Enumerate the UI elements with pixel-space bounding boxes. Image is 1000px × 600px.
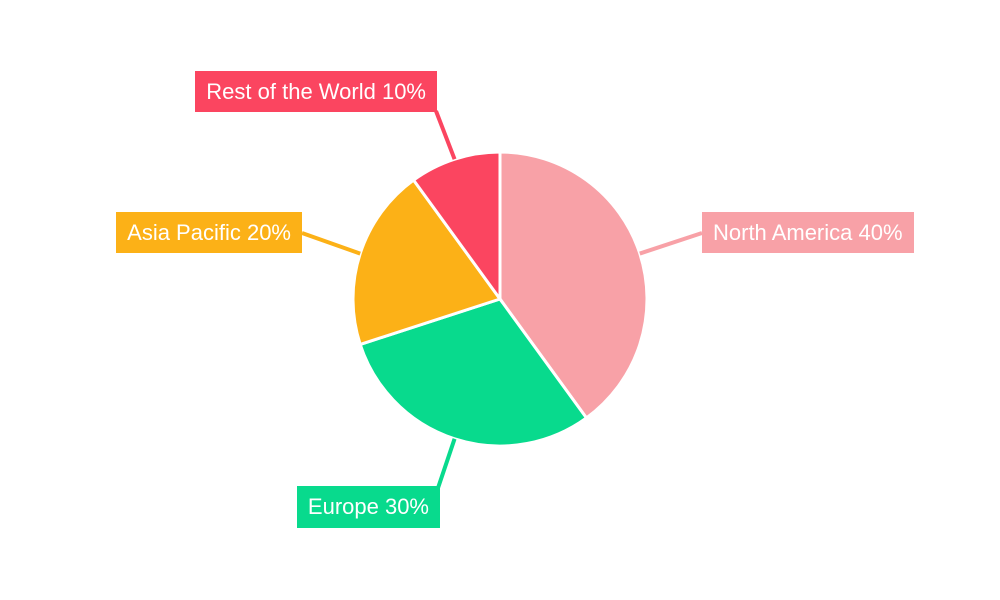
pie-label-north-america: North America 40% [702,212,914,253]
pie-slice-rest-of-the-world [411,150,502,304]
pie-slice-north-america [498,150,649,421]
pie-label-asia-pacific: Asia Pacific 20% [116,212,302,253]
leader-line-europe [436,438,457,489]
pie-label-europe: Europe 30% [296,486,440,528]
leader-line-rest-of-the-world [434,110,457,160]
leader-line-north-america [639,231,703,256]
pie-label-rest-of-the-world: Rest of the World 10% [195,71,437,112]
pie-slice-asia-pacific [351,177,503,347]
leader-line-asia-pacific [301,231,361,256]
